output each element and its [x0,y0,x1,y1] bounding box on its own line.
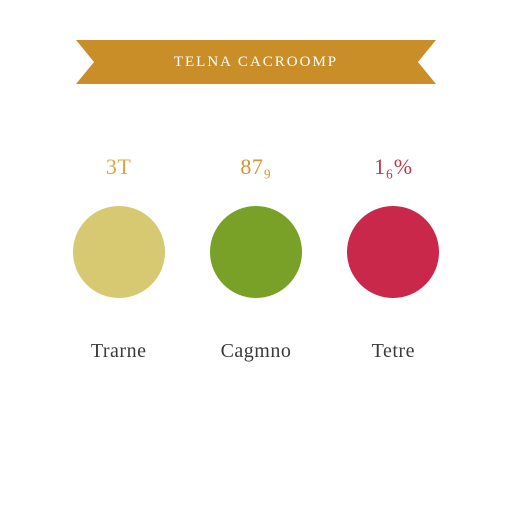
title-banner: Telna Cacroomp [76,40,436,84]
stat-value: 1₆% [374,154,413,180]
stats-row: 3T Trarne 87₉ Cagmno 1₆% Tetre [30,154,482,363]
stat-label: Trarne [91,340,147,363]
color-circle [210,206,302,298]
stat-label: Tetre [372,340,415,363]
stat-item-1: 3T Trarne [54,154,184,363]
stat-value: 3T [106,154,131,180]
title-text: Telna Cacroomp [174,54,338,71]
stat-value: 87₉ [240,154,271,180]
stat-item-3: 1₆% Tetre [328,154,458,363]
color-circle [73,206,165,298]
stat-item-2: 87₉ Cagmno [191,154,321,363]
color-circle [347,206,439,298]
stat-label: Cagmno [221,340,292,363]
